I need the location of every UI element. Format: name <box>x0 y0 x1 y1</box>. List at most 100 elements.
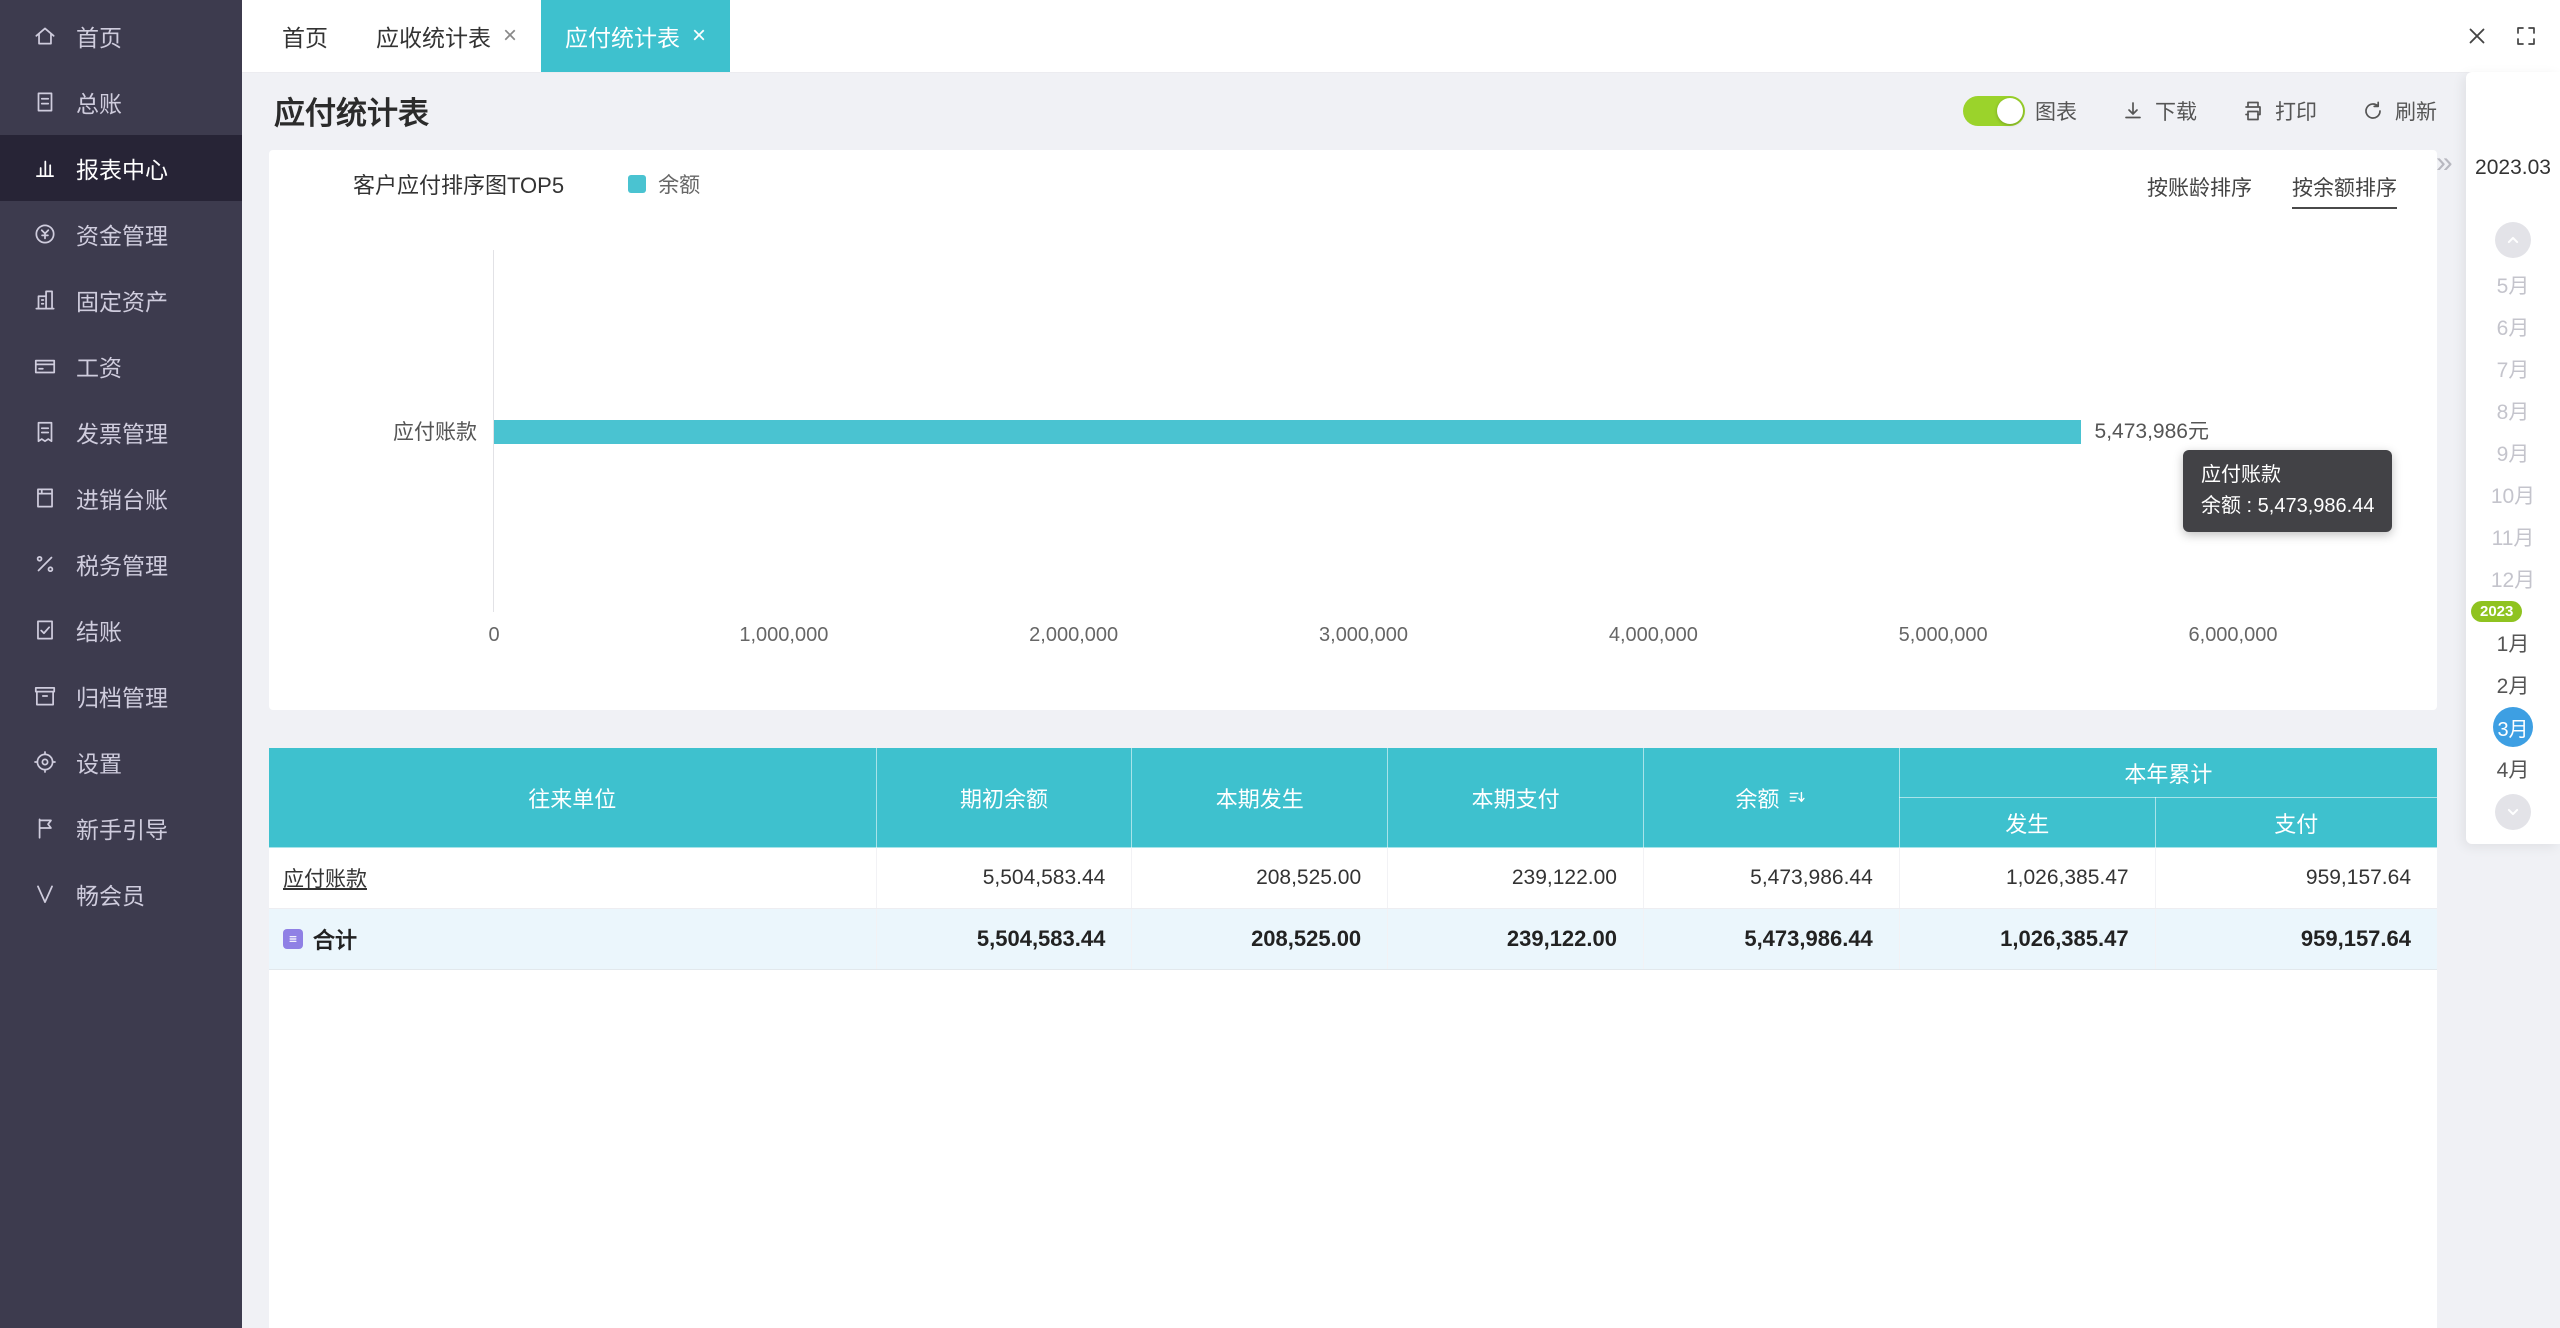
chart-legend[interactable]: 余额 <box>628 169 700 199</box>
sidebar-item-label: 总账 <box>76 91 122 117</box>
scroll-down-button[interactable] <box>2495 794 2531 830</box>
month-item[interactable]: 6月 <box>2466 306 2560 348</box>
total-paid: 239,122.00 <box>1387 908 1644 970</box>
month-item[interactable]: 12月 <box>2466 558 2560 600</box>
header-paid: 本期支付 <box>1387 748 1644 848</box>
tooltip-value: 余额 : 5,473,986.44 <box>2201 495 2375 517</box>
total-ytd_incurred: 1,026,385.47 <box>1899 908 2156 970</box>
total-incurred: 208,525.00 <box>1131 908 1389 970</box>
month-item[interactable]: 9月 <box>2466 432 2560 474</box>
scroll-up-button[interactable] <box>2495 222 2531 258</box>
table-header: 往来单位 期初余额 本期发生 本期支付 余额 本年累计 发生 支付 <box>269 748 2437 848</box>
invoice-icon <box>37 421 53 443</box>
chart-view-toggle[interactable]: 图表 <box>1963 96 2077 126</box>
legend-label: 余额 <box>658 174 701 197</box>
sidebar-item-1[interactable]: 总账 <box>0 69 242 135</box>
sidebar-item-4[interactable]: 固定资产 <box>0 267 242 333</box>
header-incurred: 本期发生 <box>1131 748 1389 848</box>
cell-opening: 5,504,583.44 <box>876 847 1133 909</box>
cell-incurred: 208,525.00 <box>1131 847 1389 909</box>
download-button[interactable]: 下载 <box>2121 96 2197 126</box>
sidebar-item-label: 归档管理 <box>76 685 168 711</box>
sidebar-item-0[interactable]: 首页 <box>0 3 242 69</box>
fullscreen-icon <box>2517 27 2535 45</box>
tooltip-title: 应付账款 <box>2201 464 2281 486</box>
sidebar-item-3[interactable]: 资金管理 <box>0 201 242 267</box>
month-item[interactable]: 7月 <box>2466 348 2560 390</box>
legend-swatch <box>628 175 647 193</box>
sidebar-item-label: 发票管理 <box>76 421 168 447</box>
sidebar-item-9[interactable]: 结账 <box>0 597 242 663</box>
total-balance: 5,473,986.44 <box>1643 908 1900 970</box>
sidebar-item-8[interactable]: 税务管理 <box>0 531 242 597</box>
chart-bar[interactable] <box>494 420 2081 444</box>
month-label: 9月 <box>2496 443 2530 466</box>
table-body: 应付账款 5,504,583.44 208,525.00 239,122.00 5,47… <box>269 847 2437 970</box>
sort-by-balance-button[interactable]: 按余额排序 <box>2292 172 2397 209</box>
home-icon <box>35 27 55 45</box>
sidebar-item-6[interactable]: 发票管理 <box>0 399 242 465</box>
tabs: 首页 应收统计表 × 应付统计表 × <box>242 0 731 72</box>
total-opening: 5,504,583.44 <box>876 908 1133 970</box>
sidebar-item-11[interactable]: 设置 <box>0 729 242 795</box>
sidebar: 首页总账报表中心 资金管理 固定资产 工资发票管理进销台账税务管理结账归档管理设置新手… <box>0 0 242 1328</box>
toolbar: 图表 下载 打印 刷新 <box>1963 96 2437 126</box>
closing-icon <box>37 620 53 640</box>
salary-icon <box>34 359 56 374</box>
refresh-icon <box>2361 99 2385 123</box>
plot-area: 5,473,986元 0 1,000,000 2,000,000 3,000,000 4… <box>488 250 2277 646</box>
sidebar-item-2[interactable]: 报表中心 <box>0 135 242 201</box>
fullscreen-button[interactable] <box>2514 24 2538 48</box>
print-icon <box>2245 101 2261 121</box>
axis-category-label: 应付账款 <box>393 421 477 444</box>
month-panel: » 2023.03 5月 6月 7月 8月 9月 10月 11月 12月 2023 1月 2月 3月 4… <box>2436 72 2560 844</box>
print-button[interactable]: 打印 <box>2241 96 2317 126</box>
sort-by-aging-button[interactable]: 按账龄排序 <box>2147 177 2252 200</box>
month-item[interactable]: 4月 <box>2466 748 2560 790</box>
toggle-knob <box>1997 98 2023 124</box>
unit-link[interactable]: 应付账款 <box>283 868 367 891</box>
month-label: 10月 <box>2490 485 2536 508</box>
close-window-button[interactable] <box>2464 23 2490 49</box>
print-label: 打印 <box>2275 101 2317 124</box>
sidebar-item-13[interactable]: 畅会员 <box>0 861 242 927</box>
sidebar-item-label: 税务管理 <box>76 553 168 579</box>
month-item[interactable]: 5月 <box>2466 264 2560 306</box>
header-ytd-incurred: 发生 <box>1899 797 2156 848</box>
tabbar-actions <box>2464 0 2538 72</box>
month-item[interactable]: 10月 <box>2466 474 2560 516</box>
month-item[interactable]: 2月 <box>2466 664 2560 706</box>
header-ytd-group: 本年累计 <box>1899 748 2437 798</box>
cell-balance: 5,473,986.44 <box>1643 847 1900 909</box>
archive-icon <box>34 687 56 706</box>
sidebar-item-label: 设置 <box>76 751 122 777</box>
month-item[interactable]: 11月 <box>2466 516 2560 558</box>
tab-label: 应付统计表 <box>565 25 681 51</box>
sidebar-item-7[interactable]: 进销台账 <box>0 465 242 531</box>
header-balance-label: 余额 <box>1735 786 1780 812</box>
sidebar-item-5[interactable]: 工资 <box>0 333 242 399</box>
total-unit: 合计 <box>269 908 877 970</box>
ledger-icon <box>37 92 53 112</box>
refresh-button[interactable]: 刷新 <box>2361 96 2437 126</box>
chart-card: 客户应付排序图TOP5 余额 按账龄排序 按余额排序 应付账款 5,473,98… <box>269 150 2437 710</box>
header-balance-sort[interactable]: 余额 <box>1643 748 1900 848</box>
chart-toggle-switch[interactable] <box>1963 96 2025 126</box>
guide-icon <box>38 818 52 839</box>
sidebar-item-10[interactable]: 归档管理 <box>0 663 242 729</box>
tab-2[interactable]: 应付统计表 × <box>541 0 731 72</box>
collapse-panel-button[interactable]: » <box>2436 146 2453 179</box>
tab-1[interactable]: 应收统计表 × <box>352 0 541 72</box>
settings-icon <box>34 751 56 773</box>
month-item[interactable]: 1月 <box>2466 622 2560 664</box>
month-item[interactable]: 8月 <box>2466 390 2560 432</box>
tab-0[interactable]: 首页 <box>258 0 352 72</box>
month-item[interactable]: 3月 <box>2466 706 2560 748</box>
tab-close-icon[interactable]: × <box>692 22 707 49</box>
tab-close-icon[interactable]: × <box>503 22 518 49</box>
sidebar-item-12[interactable]: 新手引导 <box>0 795 242 861</box>
sidebar-item-label: 畅会员 <box>76 883 145 909</box>
current-period-label: 2023.03 <box>2475 156 2551 179</box>
asset-icon <box>35 290 55 310</box>
sort-icon <box>1790 791 1806 802</box>
